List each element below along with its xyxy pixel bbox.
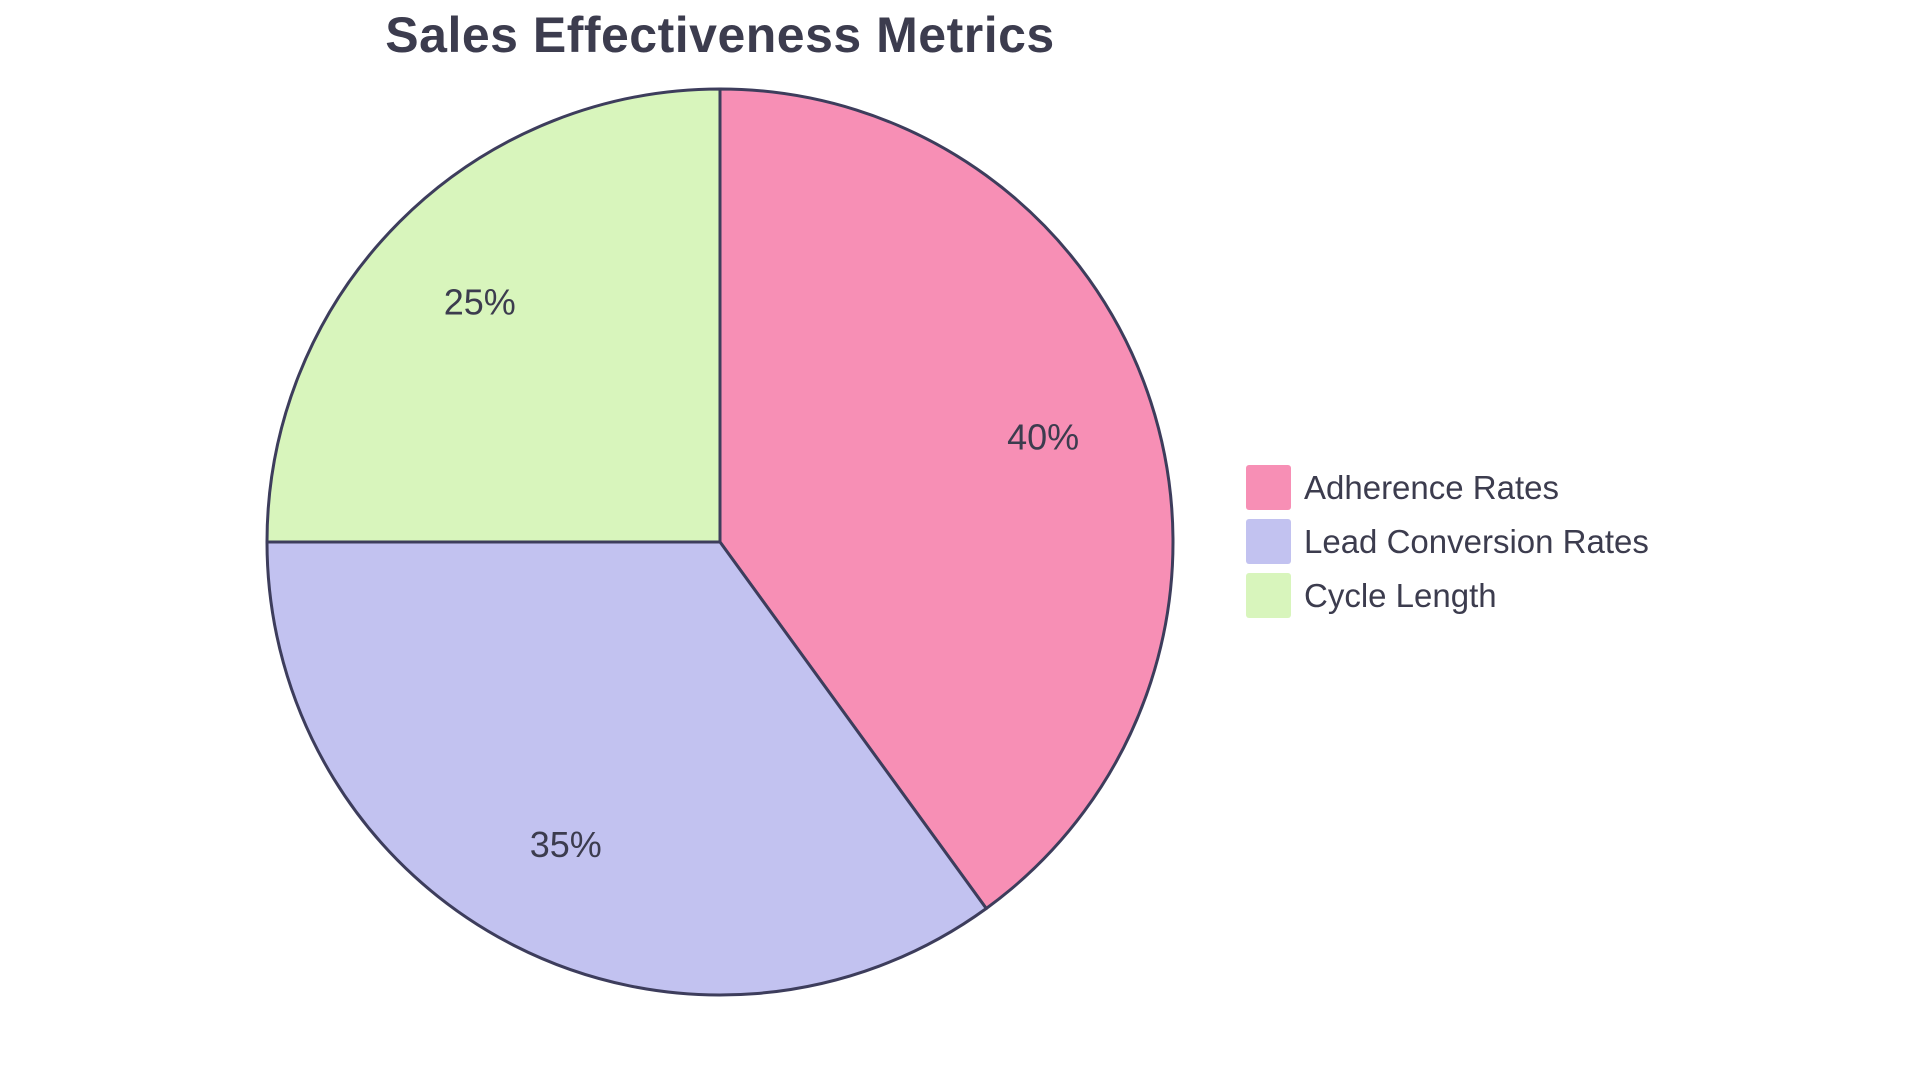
pie-slice-adherence-rates: [718, 87, 1175, 910]
pie-slice-cycle-length: [265, 87, 722, 544]
legend-label-adherence-rates: Adherence Rates: [1304, 468, 1559, 506]
pie-slice-percentage-label: 40%: [1007, 417, 1079, 458]
legend-item-cycle-length: Cycle Length: [1246, 573, 1649, 618]
legend-label-cycle-length: Cycle Length: [1304, 576, 1497, 614]
legend-item-lead-conversion-rates: Lead Conversion Rates: [1246, 519, 1649, 564]
legend-swatch-cycle-length: [1246, 573, 1291, 618]
pie-slice-lead-conversion-rates: [265, 540, 988, 997]
legend: Adherence Rates Lead Conversion Rates Cy…: [1246, 465, 1649, 618]
legend-swatch-lead-conversion-rates: [1246, 519, 1291, 564]
legend-swatch-adherence-rates: [1246, 465, 1291, 510]
chart-title: Sales Effectiveness Metrics: [385, 7, 1055, 63]
pie-slice-percentage-label: 35%: [530, 824, 602, 865]
legend-label-lead-conversion-rates: Lead Conversion Rates: [1304, 522, 1649, 560]
legend-item-adherence-rates: Adherence Rates: [1246, 465, 1649, 510]
pie-slice-percentage-label: 25%: [444, 281, 516, 322]
